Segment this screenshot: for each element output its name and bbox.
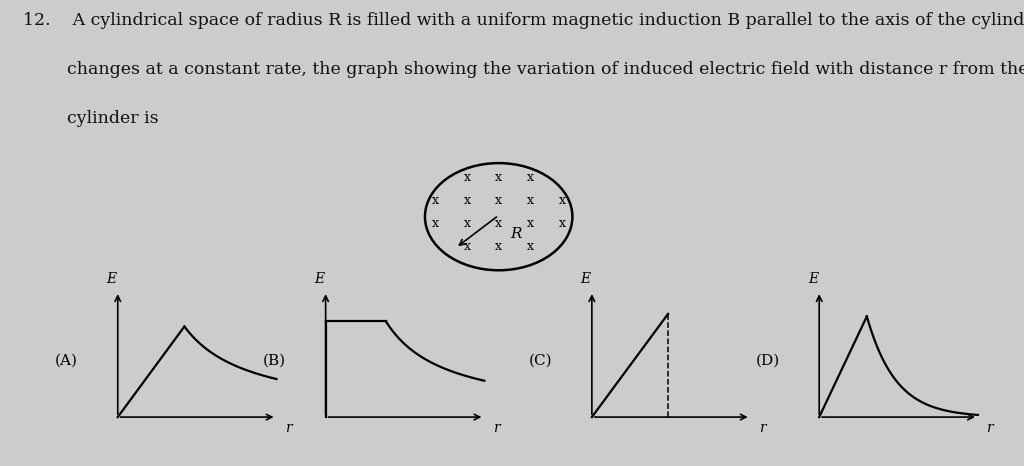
Text: x: x <box>464 217 470 230</box>
Text: r: r <box>493 421 499 435</box>
Text: x: x <box>464 194 470 207</box>
Text: x: x <box>432 194 438 207</box>
Text: 12.    A cylindrical space of radius R is filled with a uniform magnetic inducti: 12. A cylindrical space of radius R is f… <box>23 12 1024 28</box>
Text: changes at a constant rate, the graph showing the variation of induced electric : changes at a constant rate, the graph sh… <box>23 61 1024 77</box>
Text: r: r <box>759 421 765 435</box>
Text: r: r <box>986 421 992 435</box>
Text: x: x <box>464 171 470 184</box>
Text: E: E <box>106 272 117 286</box>
Text: (A): (A) <box>55 354 78 368</box>
Text: r: r <box>285 421 291 435</box>
Text: x: x <box>527 194 534 207</box>
Text: x: x <box>432 217 438 230</box>
Text: x: x <box>559 217 565 230</box>
Text: x: x <box>496 171 502 184</box>
Text: x: x <box>527 217 534 230</box>
Text: x: x <box>496 240 502 254</box>
Text: cylinder is: cylinder is <box>23 110 158 126</box>
Text: x: x <box>527 240 534 254</box>
Text: E: E <box>581 272 591 286</box>
Text: E: E <box>808 272 818 286</box>
Text: x: x <box>496 194 502 207</box>
Text: x: x <box>496 217 502 230</box>
Text: x: x <box>559 194 565 207</box>
Text: (C): (C) <box>528 354 553 368</box>
Text: x: x <box>527 171 534 184</box>
Text: E: E <box>314 272 325 286</box>
Text: (B): (B) <box>263 354 286 368</box>
Text: x: x <box>464 240 470 254</box>
Text: (D): (D) <box>756 354 780 368</box>
Text: R: R <box>510 227 521 241</box>
